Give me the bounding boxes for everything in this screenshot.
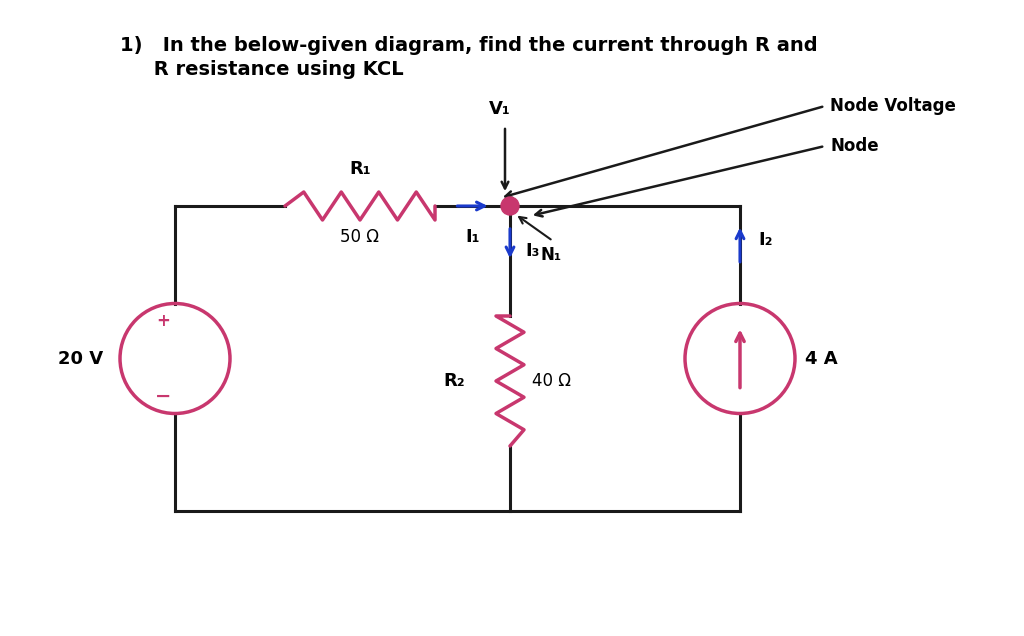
Text: +: + (156, 312, 170, 329)
Text: I₁: I₁ (465, 228, 480, 246)
Circle shape (501, 197, 519, 215)
Text: N₁: N₁ (540, 246, 561, 264)
Text: R₂: R₂ (443, 372, 465, 390)
Text: 50 Ω: 50 Ω (341, 228, 380, 246)
Text: V₁: V₁ (489, 100, 511, 118)
Text: 4 A: 4 A (805, 350, 838, 368)
Text: I₃: I₃ (525, 242, 540, 260)
Text: 1)   In the below-given diagram, find the current through R and: 1) In the below-given diagram, find the … (120, 36, 817, 55)
Text: R resistance using KCL: R resistance using KCL (120, 60, 403, 79)
Text: R₁: R₁ (349, 160, 371, 178)
Text: −: − (155, 387, 171, 406)
Text: Node: Node (830, 137, 879, 155)
Text: 40 Ω: 40 Ω (532, 372, 571, 390)
Text: 20 V: 20 V (58, 350, 103, 368)
Text: I₂: I₂ (758, 231, 772, 249)
Text: Node Voltage: Node Voltage (830, 97, 955, 115)
